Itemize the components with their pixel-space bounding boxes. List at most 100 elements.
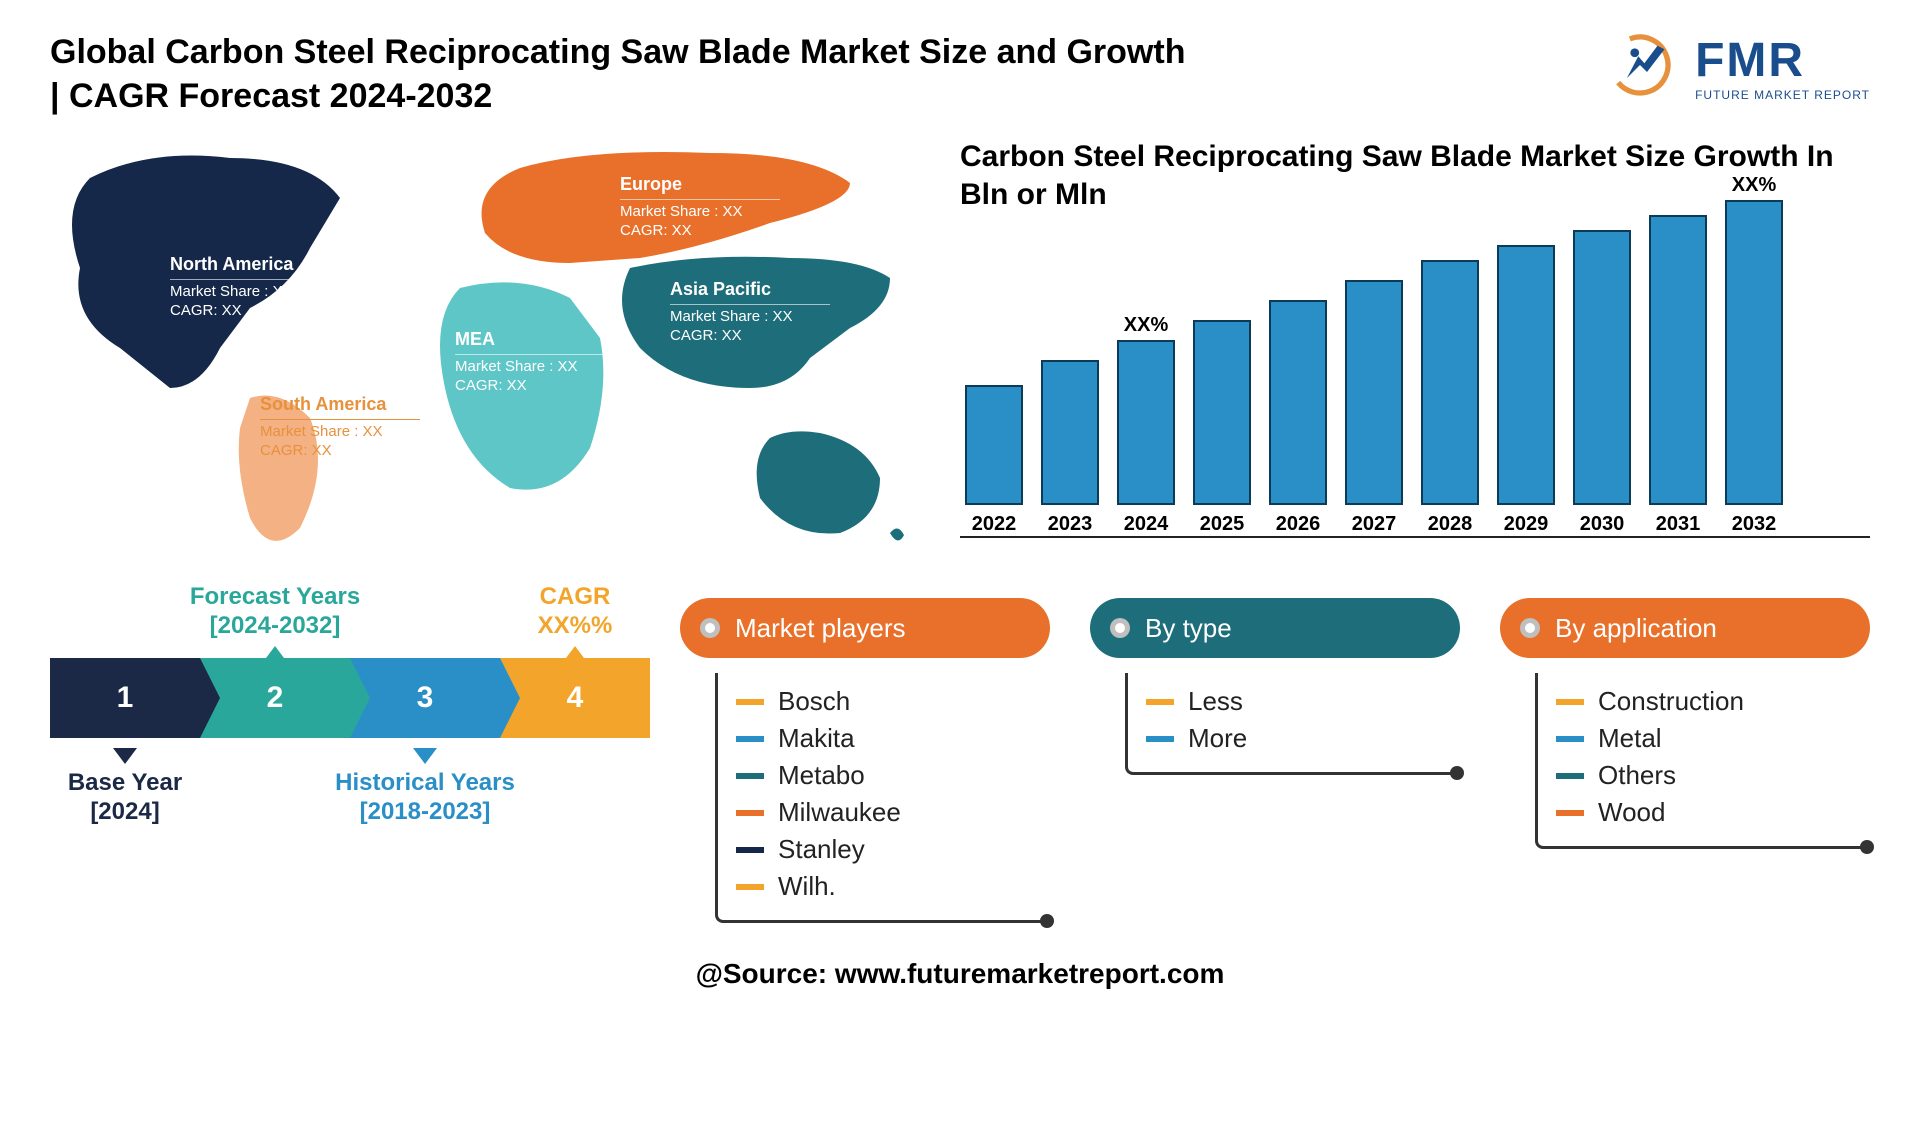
bar (1573, 230, 1631, 505)
pill-dot-icon (1110, 618, 1130, 638)
bar-2022: 2022 (965, 385, 1023, 536)
bar-year-label: 2023 (1048, 513, 1093, 536)
timeline-bar: 1234 (50, 658, 650, 738)
list-marker-icon (1556, 810, 1584, 816)
list-item-text: Bosch (778, 686, 850, 717)
timeline-label-above: CAGRXX%% (485, 583, 665, 667)
bar (1117, 340, 1175, 505)
bar-2028: 2028 (1421, 260, 1479, 536)
list-item: Bosch (736, 683, 1050, 720)
logo-fmr: FMR (1695, 33, 1870, 88)
timeline-seg-1: 1 (50, 658, 200, 738)
region-label-mea: MEA Market Share : XX CAGR: XX (455, 328, 615, 395)
timeline-label-above: Forecast Years[2024-2032] (185, 583, 365, 667)
list-item-text: Milwaukee (778, 797, 901, 828)
pill-list: Less More (1125, 673, 1460, 775)
timeline: Forecast Years[2024-2032]CAGRXX%% 1234 B… (50, 598, 650, 923)
logo-text: FMR FUTURE MARKET REPORT (1695, 33, 1870, 102)
list-item: Milwaukee (736, 794, 1050, 831)
bar-year-label: 2027 (1352, 513, 1397, 536)
page-title: Global Carbon Steel Reciprocating Saw Bl… (50, 30, 1200, 118)
chart-bars: 20222023XX%20242025202620272028202920302… (960, 228, 1870, 538)
list-marker-icon (736, 884, 764, 890)
logo: FMR FUTURE MARKET REPORT (1595, 30, 1870, 105)
list-marker-icon (1146, 699, 1174, 705)
bar-2030: 2030 (1573, 230, 1631, 536)
bar-year-label: 2028 (1428, 513, 1473, 536)
bar (1421, 260, 1479, 505)
bar-2029: 2029 (1497, 245, 1555, 536)
bar (1193, 320, 1251, 505)
pill-dot-icon (700, 618, 720, 638)
bar-2032: XX%2032 (1725, 200, 1783, 536)
pill-col: By type Less More (1090, 598, 1460, 923)
list-item: Less (1146, 683, 1460, 720)
pill-header: Market players (680, 598, 1050, 658)
timeline-seg-2: 2 (200, 658, 350, 738)
bar (1345, 280, 1403, 505)
pill-header: By application (1500, 598, 1870, 658)
list-marker-icon (736, 736, 764, 742)
list-item: Makita (736, 720, 1050, 757)
pill-dot-icon (1520, 618, 1540, 638)
bar-2025: 2025 (1193, 320, 1251, 536)
list-item: Others (1556, 757, 1870, 794)
list-item-text: Metabo (778, 760, 865, 791)
pill-title: Market players (735, 613, 906, 644)
bar-year-label: 2029 (1504, 513, 1549, 536)
list-item-text: More (1188, 723, 1247, 754)
region-label-na: North America Market Share : XX CAGR: XX (170, 253, 330, 320)
bar-year-label: 2025 (1200, 513, 1245, 536)
pill-columns: Market players Bosch Makita Metabo Milwaukee… (680, 598, 1870, 923)
list-item-text: Construction (1598, 686, 1744, 717)
list-marker-icon (736, 699, 764, 705)
region-label-ap: Asia Pacific Market Share : XX CAGR: XX (670, 278, 830, 345)
bar-year-label: 2030 (1580, 513, 1625, 536)
list-marker-icon (1556, 736, 1584, 742)
pill-col: Market players Bosch Makita Metabo Milwaukee… (680, 598, 1050, 923)
list-marker-icon (1556, 773, 1584, 779)
bar-year-label: 2032 (1732, 513, 1777, 536)
region-label-eu: Europe Market Share : XX CAGR: XX (620, 173, 780, 240)
pill-title: By application (1555, 613, 1717, 644)
bar-2024: XX%2024 (1117, 340, 1175, 536)
bar-year-label: 2024 (1124, 513, 1169, 536)
list-item-text: Stanley (778, 834, 865, 865)
source-line: @Source: www.futuremarketreport.com (50, 958, 1870, 990)
timeline-label-below: Base Year[2024] (15, 743, 235, 827)
list-item: Construction (1556, 683, 1870, 720)
list-item: Stanley (736, 831, 1050, 868)
list-item-text: Wood (1598, 797, 1665, 828)
bar-annotation: XX% (1124, 314, 1168, 337)
list-item: Metabo (736, 757, 1050, 794)
list-item: More (1146, 720, 1460, 757)
logo-sub: FUTURE MARKET REPORT (1695, 88, 1870, 102)
bar-2031: 2031 (1649, 215, 1707, 536)
list-item: Wood (1556, 794, 1870, 831)
bar-2026: 2026 (1269, 300, 1327, 536)
bar (965, 385, 1023, 505)
pill-col: By application Construction Metal Others Woo… (1500, 598, 1870, 923)
list-item-text: Makita (778, 723, 855, 754)
bar (1649, 215, 1707, 505)
bar (1725, 200, 1783, 505)
list-item-text: Metal (1598, 723, 1662, 754)
list-item: Metal (1556, 720, 1870, 757)
list-item-text: Others (1598, 760, 1676, 791)
list-item: Wilh. (736, 868, 1050, 905)
list-marker-icon (1556, 699, 1584, 705)
bar-year-label: 2031 (1656, 513, 1701, 536)
timeline-label-below: Historical Years[2018-2023] (315, 743, 535, 827)
fmr-logo-icon (1595, 30, 1685, 105)
list-marker-icon (736, 847, 764, 853)
list-item-text: Less (1188, 686, 1243, 717)
list-marker-icon (1146, 736, 1174, 742)
bar-2027: 2027 (1345, 280, 1403, 536)
pill-list: Bosch Makita Metabo Milwaukee StanleyWilh. (715, 673, 1050, 923)
bar (1497, 245, 1555, 505)
bar (1269, 300, 1327, 505)
bar-year-label: 2022 (972, 513, 1017, 536)
bar (1041, 360, 1099, 505)
bar-annotation: XX% (1732, 174, 1776, 197)
pill-header: By type (1090, 598, 1460, 658)
